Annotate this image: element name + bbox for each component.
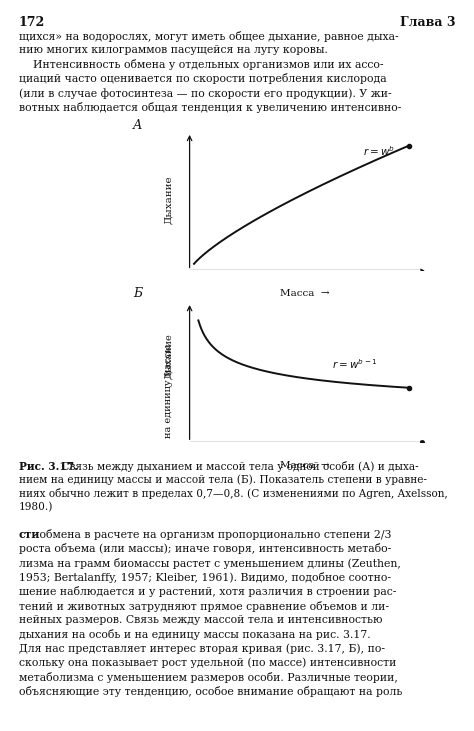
- Text: $r = w^{b-1}$: $r = w^{b-1}$: [332, 357, 377, 371]
- Text: А: А: [133, 119, 142, 132]
- Text: циаций часто оценивается по скорости потребления кислорода: циаций часто оценивается по скорости пот…: [19, 74, 387, 85]
- Text: Дыхание: Дыхание: [164, 333, 173, 379]
- Text: шение наблюдается и у растений, хотя различия в строении рас-: шение наблюдается и у растений, хотя раз…: [19, 586, 396, 597]
- Text: 172: 172: [19, 16, 45, 29]
- Text: Интенсивность обмена у отдельных организмов или их ассо-: Интенсивность обмена у отдельных организ…: [19, 59, 383, 70]
- Text: дыхания на особь и на единицу массы показана на рис. 3.17.: дыхания на особь и на единицу массы пока…: [19, 629, 371, 640]
- Text: ниях обычно лежит в пределах 0,7—0,8. (С изменениями по Agren, Axelsson,: ниях обычно лежит в пределах 0,7—0,8. (С…: [19, 488, 448, 499]
- Text: метаболизма с уменьшением размеров особи. Различные теории,: метаболизма с уменьшением размеров особи…: [19, 672, 398, 683]
- Text: Масса  →: Масса →: [280, 289, 329, 298]
- Text: тений и животных затрудняют прямое сравнение объемов и ли-: тений и животных затрудняют прямое сравн…: [19, 601, 389, 612]
- Text: 1953; Bertalanffy, 1957; Kleiber, 1961). Видимо, подобное соотно-: 1953; Bertalanffy, 1957; Kleiber, 1961).…: [19, 572, 391, 583]
- Text: Связь между дыханием и массой тела у одной особи (А) и дыха-: Связь между дыханием и массой тела у одн…: [58, 461, 419, 471]
- Text: нию многих килограммов пасущейся на лугу коровы.: нию многих килограммов пасущейся на лугу…: [19, 45, 328, 55]
- Text: Глава 3: Глава 3: [400, 16, 455, 29]
- Text: $r = w^b$: $r = w^b$: [363, 145, 395, 159]
- Text: Для нас представляет интерес вторая кривая (рис. 3.17, Б), по-: Для нас представляет интерес вторая крив…: [19, 643, 385, 654]
- Text: скольку она показывает рост удельной (по массе) интенсивности: скольку она показывает рост удельной (по…: [19, 658, 396, 668]
- Text: нием на единицу массы и массой тела (Б). Показатель степени в уравне-: нием на единицу массы и массой тела (Б).…: [19, 474, 427, 485]
- Text: Масса  →: Масса →: [280, 461, 329, 470]
- Text: обмена в расчете на организм пропорционально степени 2/3: обмена в расчете на организм пропорциона…: [36, 529, 392, 540]
- Text: объясняющие эту тенденцию, особое внимание обращают на роль: объясняющие эту тенденцию, особое вниман…: [19, 686, 402, 697]
- Text: сти: сти: [19, 529, 40, 540]
- Text: на единицу массы: на единицу массы: [164, 344, 173, 438]
- Text: щихся» на водорослях, могут иметь общее дыхание, равное дыха-: щихся» на водорослях, могут иметь общее …: [19, 31, 399, 42]
- Text: Рис. 3.17.: Рис. 3.17.: [19, 461, 78, 471]
- Text: Б: Б: [133, 287, 142, 300]
- Text: (или в случае фотосинтеза — по скорости его продукции). У жи-: (или в случае фотосинтеза — по скорости …: [19, 88, 392, 99]
- Text: 1980.): 1980.): [19, 502, 54, 512]
- Text: нейных размеров. Связь между массой тела и интенсивностью: нейных размеров. Связь между массой тела…: [19, 615, 383, 625]
- Text: роста объема (или массы); иначе говоря, интенсивность метабо-: роста объема (или массы); иначе говоря, …: [19, 544, 391, 555]
- Text: вотных наблюдается общая тенденция к увеличению интенсивно-: вотных наблюдается общая тенденция к уве…: [19, 102, 401, 113]
- Text: лизма на грамм биомассы растет с уменьшением длины (Zeuthen,: лизма на грамм биомассы растет с уменьше…: [19, 558, 401, 569]
- Text: Дыхание: Дыхание: [164, 175, 173, 224]
